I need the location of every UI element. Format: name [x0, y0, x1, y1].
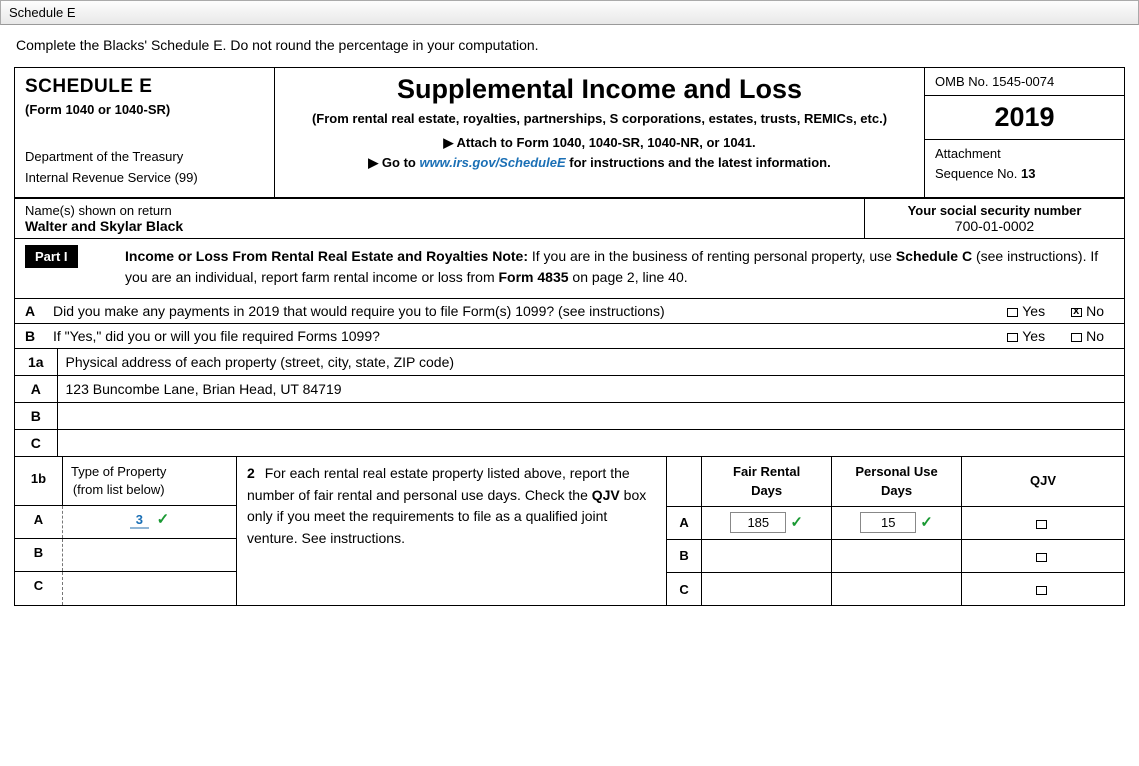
type-of-property-column: 1b Type of Property (from list below) A … [15, 457, 237, 605]
address-row-c-value[interactable] [57, 430, 1124, 457]
days-row-a-label: A [667, 506, 702, 539]
window-header: Schedule E [0, 0, 1139, 25]
dept-line2: Internal Revenue Service (99) [25, 168, 264, 189]
dept-line1: Department of the Treasury [25, 147, 264, 168]
question-b-yes-checkbox[interactable] [1007, 333, 1018, 342]
days-row-a-qjv[interactable] [962, 506, 1124, 539]
attach-instruction: ▶ Attach to Form 1040, 1040-SR, 1040-NR,… [285, 135, 914, 151]
omb-number: OMB No. 1545-0074 [925, 68, 1124, 96]
form-reference: (Form 1040 or 1040-SR) [25, 102, 264, 117]
lower-section: 1b Type of Property (from list below) A … [15, 456, 1124, 605]
days-row-a-fr[interactable]: 185✓ [702, 506, 832, 539]
checkmark-icon: ✓ [920, 514, 933, 531]
taxpayer-row: Name(s) shown on return Walter and Skyla… [15, 199, 1124, 239]
days-row-c-pu[interactable] [832, 572, 962, 605]
question-b-text: If "Yes," did you or will you file requi… [53, 328, 1007, 344]
type-row-a-label: A [15, 506, 63, 538]
tax-year: 2019 [925, 96, 1124, 140]
days-table: Fair RentalDays Personal UseDays QJV A 1… [667, 457, 1124, 605]
type-row-a-value[interactable]: 3 ✓ [63, 506, 236, 538]
question-b-label: B [25, 328, 53, 344]
address-row-a-label: A [15, 376, 57, 403]
question-b-row: B If "Yes," did you or will you file req… [15, 323, 1124, 348]
qjv-header: QJV [962, 457, 1124, 506]
label-1b: 1b [15, 457, 63, 505]
days-row-c-label: C [667, 572, 702, 605]
taxpayer-name-value: Walter and Skylar Black [25, 218, 854, 234]
question-a-yes-checkbox[interactable] [1007, 308, 1018, 317]
part1-badge: Part I [25, 245, 78, 269]
instruction-text: Complete the Blacks' Schedule E. Do not … [0, 25, 1139, 59]
question-a-text: Did you make any payments in 2019 that w… [53, 303, 1007, 319]
address-row-b-value[interactable] [57, 403, 1124, 430]
ssn-value: 700-01-0002 [875, 218, 1114, 234]
checkmark-icon: ✓ [790, 514, 803, 531]
personal-use-header: Personal UseDays [832, 457, 962, 506]
form-header-center: Supplemental Income and Loss (From renta… [275, 68, 924, 197]
checkmark-icon: ✓ [157, 511, 170, 528]
type-row-b-label: B [15, 539, 63, 571]
form-subtitle: (From rental real estate, royalties, par… [285, 109, 914, 129]
form-main-title: Supplemental Income and Loss [285, 74, 914, 105]
days-row-b-qjv[interactable] [962, 539, 1124, 572]
days-row-a-pu[interactable]: 15✓ [832, 506, 962, 539]
days-row-c-qjv[interactable] [962, 572, 1124, 605]
qjv-a-checkbox[interactable] [1036, 520, 1047, 529]
question-a-options: Yes No [1007, 303, 1114, 319]
schedule-e-form: SCHEDULE E (Form 1040 or 1040-SR) Depart… [14, 67, 1125, 606]
schedule-title: SCHEDULE E [25, 76, 264, 98]
form-header-left: SCHEDULE E (Form 1040 or 1040-SR) Depart… [15, 68, 275, 197]
form-header: SCHEDULE E (Form 1040 or 1040-SR) Depart… [15, 68, 1124, 199]
taxpayer-name-label: Name(s) shown on return [25, 203, 854, 218]
instruction-column: 2 For each rental real estate property l… [237, 457, 666, 605]
part1-text: Income or Loss From Rental Real Estate a… [25, 246, 1114, 288]
form-header-right: OMB No. 1545-0074 2019 Attachment Sequen… [924, 68, 1124, 197]
days-row-c-fr[interactable] [702, 572, 832, 605]
question-b-options: Yes No [1007, 328, 1114, 344]
label-1a: 1a [15, 349, 57, 376]
days-column: Fair RentalDays Personal UseDays QJV A 1… [666, 457, 1124, 605]
address-row-b-label: B [15, 403, 57, 430]
taxpayer-name-cell: Name(s) shown on return Walter and Skyla… [15, 199, 864, 238]
type-row-c-label: C [15, 572, 63, 605]
address-table: 1a Physical address of each property (st… [15, 348, 1124, 456]
address-header: Physical address of each property (stree… [57, 349, 1124, 376]
ssn-cell: Your social security number 700-01-0002 [864, 199, 1124, 238]
goto-instruction: ▶ Go to www.irs.gov/ScheduleE for instru… [285, 155, 914, 171]
label-2: 2 [247, 465, 255, 481]
address-row-a-value[interactable]: 123 Buncombe Lane, Brian Head, UT 84719 [57, 376, 1124, 403]
window-title: Schedule E [9, 5, 76, 20]
question-b-no-checkbox[interactable] [1071, 333, 1082, 342]
days-row-b-label: B [667, 539, 702, 572]
address-row-c-label: C [15, 430, 57, 457]
attachment-seq: Attachment Sequence No. 13 [925, 140, 1124, 187]
type-header: Type of Property (from list below) [63, 457, 174, 505]
days-row-b-fr[interactable] [702, 539, 832, 572]
days-row-b-pu[interactable] [832, 539, 962, 572]
question-a-row: A Did you make any payments in 2019 that… [15, 298, 1124, 323]
ssn-label: Your social security number [875, 203, 1114, 218]
type-row-c-value[interactable] [63, 572, 236, 605]
question-a-no-checkbox[interactable] [1071, 308, 1082, 317]
days-blank-header [667, 457, 702, 506]
type-row-b-value[interactable] [63, 539, 236, 571]
part1-row: Part I Income or Loss From Rental Real E… [15, 239, 1124, 299]
goto-link[interactable]: www.irs.gov/ScheduleE [419, 155, 565, 170]
fair-rental-header: Fair RentalDays [702, 457, 832, 506]
question-a-label: A [25, 303, 53, 319]
qjv-c-checkbox[interactable] [1036, 586, 1047, 595]
qjv-b-checkbox[interactable] [1036, 553, 1047, 562]
